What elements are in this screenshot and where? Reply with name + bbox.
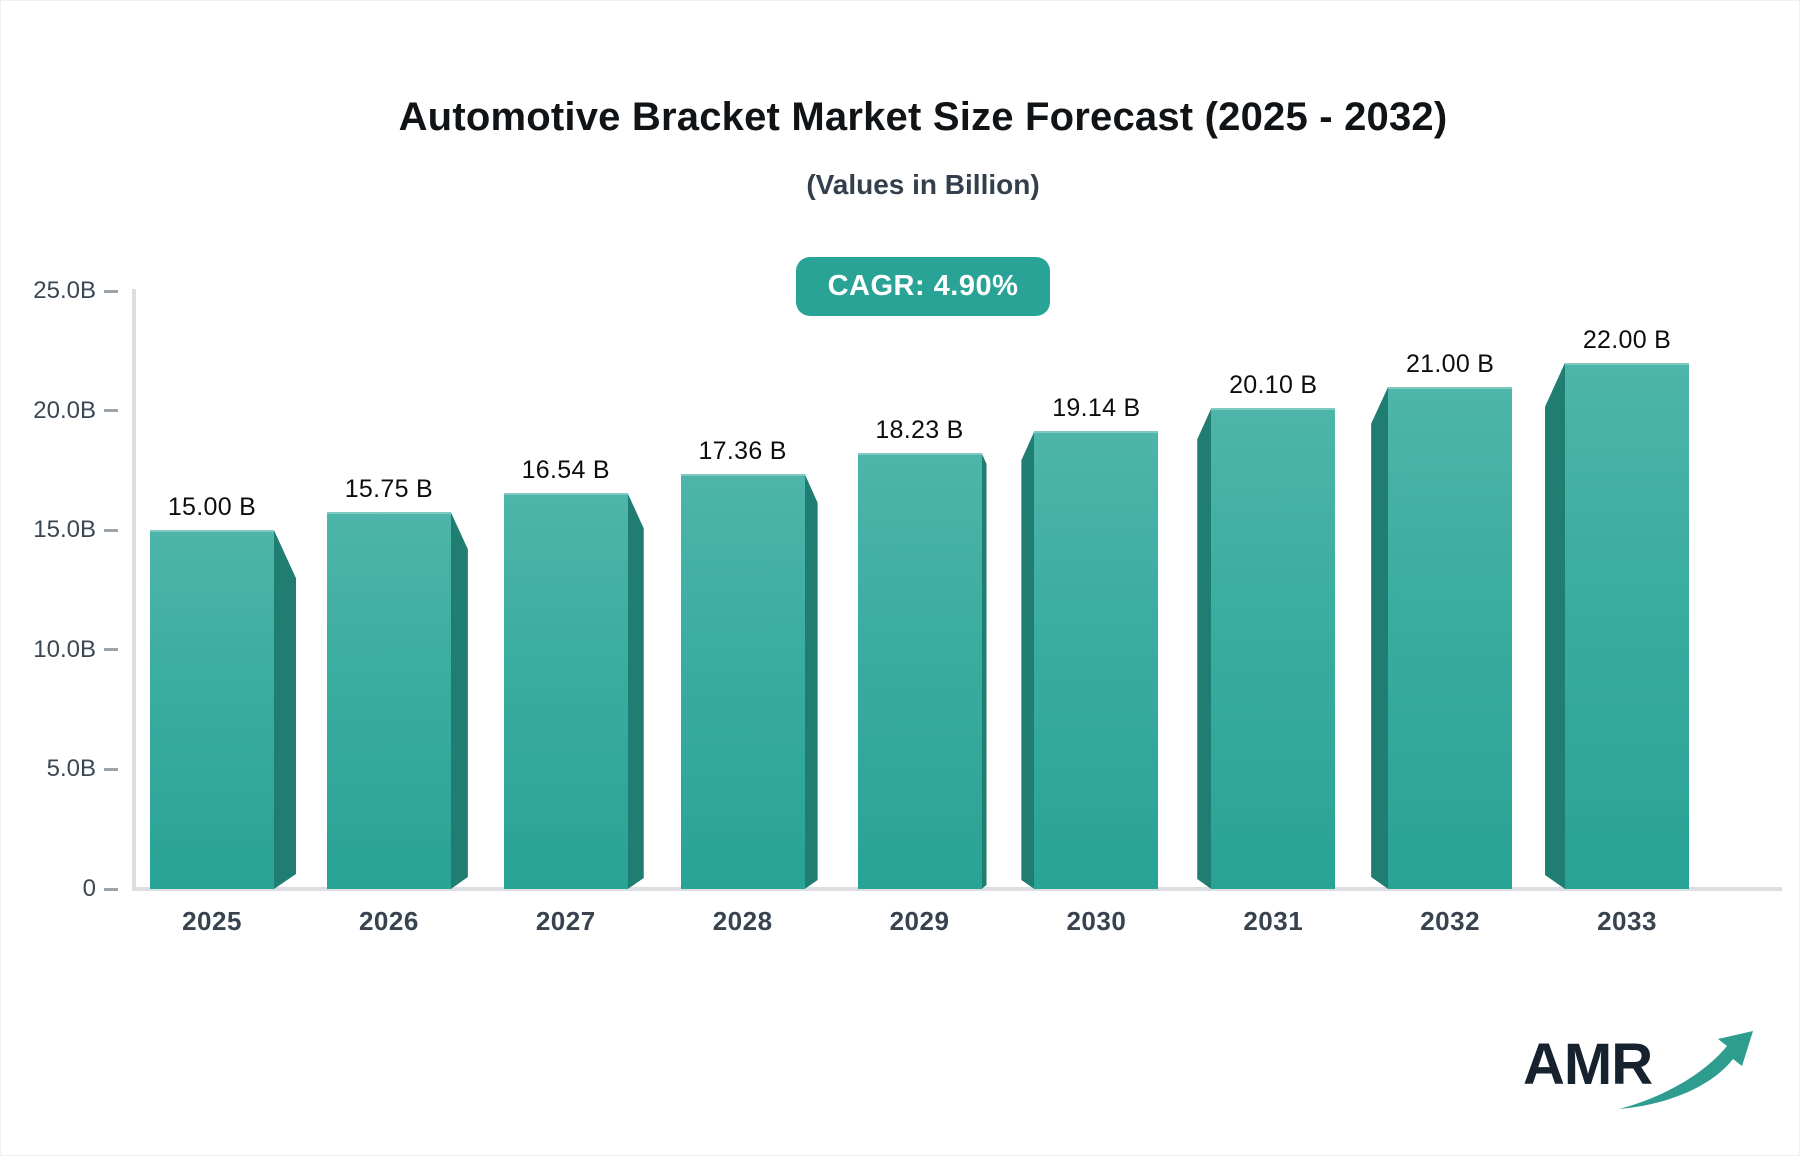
y-tick-label: 5.0B (46, 755, 96, 783)
bar-front-face (680, 473, 805, 889)
chart-subtitle: (Values in Billion) (806, 169, 1040, 200)
y-tick-mark (104, 409, 118, 413)
x-tick-label: 2032 (1420, 906, 1481, 936)
bar-side-face (1371, 387, 1388, 889)
y-tick-label: 15.0B (33, 516, 96, 544)
bar-side-face (274, 530, 296, 889)
bar-side-face (982, 453, 987, 889)
bar-side-face (1197, 408, 1211, 889)
x-axis-line (132, 887, 1782, 891)
bar-side-face (1545, 363, 1565, 889)
bar-side-face (451, 512, 468, 889)
y-tick-mark (104, 648, 118, 652)
bar-front-face (1388, 386, 1513, 889)
amr-logo: AMR (1523, 1023, 1753, 1123)
trend-up-arrow-icon (1619, 1031, 1753, 1109)
x-tick-label: 2029 (889, 906, 950, 936)
x-tick-label: 2033 (1597, 906, 1657, 936)
bar-value-label: 15.75 B (344, 475, 434, 504)
y-tick-mark (104, 767, 118, 771)
bar-front-face (326, 512, 451, 889)
bar-side-face (1021, 431, 1034, 889)
bar-value-label: 20.10 B (1229, 371, 1318, 400)
bar-front-face (1565, 362, 1689, 889)
x-tick-label: 2028 (712, 906, 773, 936)
x-tick-label: 2026 (358, 906, 419, 936)
bar-value-label: 16.54 B (521, 456, 610, 485)
amr-logo-text: AMR (1523, 1032, 1653, 1097)
x-tick-label: 2025 (182, 906, 242, 936)
bar-value-label: 17.36 B (698, 436, 787, 465)
x-tick-label: 2027 (535, 906, 596, 936)
x-tick-label: 2030 (1066, 906, 1127, 936)
chart-title: Automotive Bracket Market Size Forecast … (398, 95, 1448, 139)
cagr-badge-wrap: CAGR: 4.90% (23, 257, 1799, 316)
y-axis-line (132, 289, 136, 889)
bar-side-face (628, 493, 644, 889)
bar-front-face (503, 493, 628, 889)
y-tick-label: 25.0B (33, 277, 96, 304)
y-tick-mark (104, 528, 118, 532)
bar-value-label: 18.23 B (875, 415, 964, 444)
y-tick-label: 10.0B (33, 635, 96, 663)
bar-front-face (1211, 408, 1336, 889)
cagr-badge: CAGR: 4.90% (795, 257, 1051, 316)
bar-value-label: 21.00 B (1405, 349, 1495, 378)
x-tick-label: 2031 (1243, 906, 1304, 936)
y-tick-label: 0 (82, 875, 96, 902)
y-tick-mark (104, 887, 118, 891)
bar-value-label: 19.14 B (1052, 394, 1141, 423)
bar-front-face (857, 452, 982, 889)
bar-value-label: 15.00 B (167, 493, 257, 522)
bar-front-face (1034, 431, 1159, 889)
bar-front-face (150, 530, 274, 889)
bar-side-face (805, 474, 818, 889)
y-tick-mark (104, 289, 118, 293)
bar-value-label: 22.00 B (1582, 325, 1672, 354)
y-tick-label: 20.0B (33, 396, 96, 424)
